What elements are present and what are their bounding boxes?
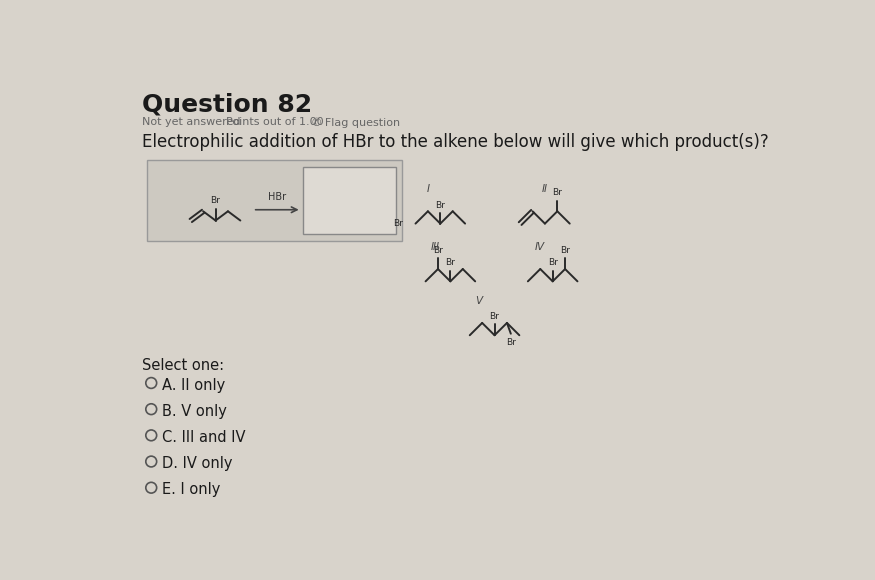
Text: E. I only: E. I only xyxy=(162,483,220,497)
Text: B. V only: B. V only xyxy=(162,404,227,419)
Text: HBr: HBr xyxy=(268,192,286,202)
Bar xyxy=(303,166,396,234)
Text: Br: Br xyxy=(433,246,443,255)
Text: Br: Br xyxy=(445,259,455,267)
Text: Br: Br xyxy=(548,259,557,267)
Text: III: III xyxy=(431,242,440,252)
Text: C. III and IV: C. III and IV xyxy=(162,430,246,445)
Text: II: II xyxy=(542,184,548,194)
Text: Select one:: Select one: xyxy=(142,358,224,374)
Text: Br: Br xyxy=(552,188,563,197)
Text: ✆ Flag question: ✆ Flag question xyxy=(312,117,401,128)
Text: Br: Br xyxy=(490,313,500,321)
Text: Br: Br xyxy=(506,338,515,347)
Text: D. IV only: D. IV only xyxy=(162,456,233,471)
Text: I: I xyxy=(426,184,430,194)
Text: Br: Br xyxy=(436,201,445,210)
Text: V: V xyxy=(475,296,482,306)
Text: IV: IV xyxy=(536,242,545,252)
Text: Points out of 1.00: Points out of 1.00 xyxy=(226,117,323,128)
Bar xyxy=(147,161,402,241)
Text: Not yet answered: Not yet answered xyxy=(142,117,241,128)
Text: Br: Br xyxy=(211,196,220,205)
Text: Electrophilic addition of HBr to the alkene below will give which product(s)?: Electrophilic addition of HBr to the alk… xyxy=(142,133,768,151)
Text: Br: Br xyxy=(560,246,570,255)
Text: A. II only: A. II only xyxy=(162,378,226,393)
Text: Question 82: Question 82 xyxy=(142,93,312,117)
Text: Br: Br xyxy=(393,219,403,228)
